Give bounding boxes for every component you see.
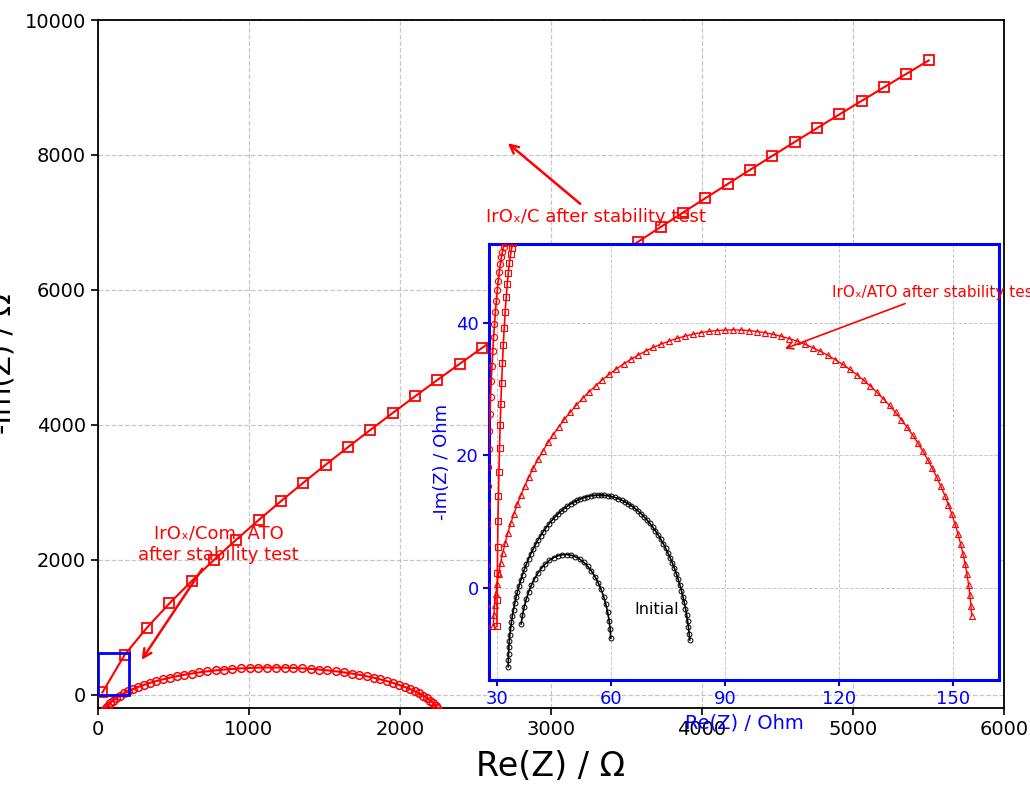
Text: IrOₓ/C after stability test: IrOₓ/C after stability test xyxy=(486,145,707,226)
Bar xyxy=(98,653,129,694)
Text: Initial: Initial xyxy=(634,602,679,617)
X-axis label: Re(Z) / Ohm: Re(Z) / Ohm xyxy=(685,714,803,733)
Y-axis label: -Im(Z) / Ohm: -Im(Z) / Ohm xyxy=(433,404,450,520)
Text: IrOₓ/ATO after stability test: IrOₓ/ATO after stability test xyxy=(787,285,1030,349)
X-axis label: Re(Z) / Ω: Re(Z) / Ω xyxy=(477,750,625,783)
Text: IrOₓ/Com. ATO
after stability test: IrOₓ/Com. ATO after stability test xyxy=(138,525,299,658)
Y-axis label: -Im(Z) / Ω: -Im(Z) / Ω xyxy=(0,294,16,434)
